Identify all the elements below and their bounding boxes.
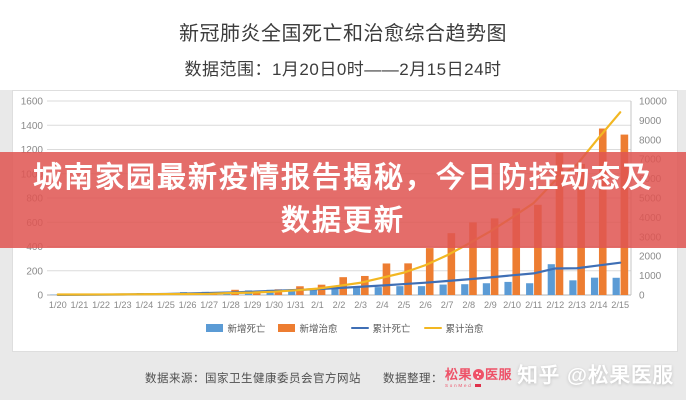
legend-item-cumulative-cures: 累计治愈 (423, 321, 484, 335)
svg-text:2000: 2000 (639, 252, 662, 263)
headline-banner: 城南家园最新疫情报告揭秘，今日防控动态及 数据更新 (0, 152, 686, 248)
svg-text:1/27: 1/27 (200, 300, 218, 310)
brand-subtitle-text: SonMed (445, 383, 473, 388)
svg-text:2/12: 2/12 (546, 300, 564, 310)
svg-text:1/22: 1/22 (92, 300, 110, 310)
svg-text:0: 0 (37, 291, 43, 302)
svg-text:2/11: 2/11 (525, 300, 542, 310)
svg-text:9000: 9000 (639, 116, 662, 127)
svg-text:1/20: 1/20 (49, 300, 67, 310)
footer: 数据来源： 国家卫生健康委员会官方网站 数据整理： 松果 医服 SonMed 知… (0, 352, 686, 400)
new-deaths-swatch (206, 324, 224, 332)
svg-text:2/7: 2/7 (441, 300, 454, 310)
svg-text:1/25: 1/25 (157, 300, 175, 310)
songguo-logo: 松果 医服 SonMed (445, 368, 512, 388)
svg-text:1/23: 1/23 (114, 300, 132, 310)
svg-text:2/13: 2/13 (568, 300, 586, 310)
svg-text:0: 0 (639, 291, 645, 302)
chart-legend: 新增死亡 新增治愈 累计死亡 累计治愈 (13, 321, 677, 335)
chart-header: 新冠肺炎全国死亡和治愈综合趋势图 数据范围：1月20日0时——2月15日24时 (0, 0, 686, 90)
headline-line1: 城南家园最新疫情报告揭秘，今日防控动态及 (32, 162, 653, 194)
legend-item-cumulative-deaths: 累计死亡 (350, 321, 411, 335)
chart-title: 新冠肺炎全国死亡和治愈综合趋势图 (179, 23, 507, 45)
svg-text:2/6: 2/6 (419, 300, 432, 310)
zhihu-watermark: 知乎 @松果医服 (517, 364, 674, 387)
svg-text:2/4: 2/4 (376, 300, 389, 310)
brand-name: 松果 医服 (445, 368, 512, 381)
svg-text:1/24: 1/24 (135, 300, 153, 310)
svg-text:1400: 1400 (21, 121, 44, 132)
new-cures-swatch (278, 324, 296, 332)
svg-text:1/29: 1/29 (244, 300, 262, 310)
legend-label: 新增治愈 (299, 324, 338, 335)
curation-label: 数据整理： (383, 373, 443, 385)
legend-item-new-cures: 新增治愈 (278, 321, 338, 335)
legend-label: 累计治愈 (445, 324, 484, 335)
chart-date-range: 数据范围：1月20日0时——2月15日24时 (184, 60, 502, 79)
source-label: 数据来源： (145, 373, 205, 385)
source-text: 国家卫生健康委员会官方网站 (205, 373, 361, 385)
legend-label: 累计死亡 (372, 324, 411, 335)
cumulative-deaths-swatch (350, 326, 369, 330)
legend-item-new-deaths: 新增死亡 (206, 321, 265, 335)
svg-text:8000: 8000 (639, 135, 662, 146)
svg-text:2/5: 2/5 (397, 300, 410, 310)
legend-label: 新增死亡 (227, 324, 266, 335)
svg-text:2/1: 2/1 (311, 300, 324, 310)
svg-text:1/30: 1/30 (265, 300, 283, 310)
svg-text:2/10: 2/10 (503, 300, 521, 310)
data-source-row: 数据来源： 国家卫生健康委员会官方网站 数据整理： 松果 医服 SonMed (145, 368, 512, 388)
svg-text:1/26: 1/26 (179, 300, 197, 310)
svg-text:2/14: 2/14 (590, 300, 608, 310)
headline-line2: 数据更新 (280, 205, 405, 237)
svg-text:2/15: 2/15 (611, 300, 629, 310)
svg-text:2/2: 2/2 (333, 300, 346, 310)
brand-name-right: 医服 (485, 367, 513, 382)
svg-text:10000: 10000 (639, 97, 667, 108)
cumulative-cures-swatch (423, 326, 442, 330)
svg-text:1000: 1000 (639, 271, 662, 282)
brand-subtitle: SonMed (445, 383, 481, 388)
svg-text:1/31: 1/31 (287, 300, 305, 310)
svg-text:2/3: 2/3 (354, 300, 367, 310)
svg-text:2/9: 2/9 (484, 300, 497, 310)
pinecone-icon (473, 369, 485, 380)
svg-text:1/28: 1/28 (222, 300, 240, 310)
brand-name-left: 松果 (445, 367, 473, 382)
svg-text:200: 200 (26, 266, 43, 277)
brand-block (474, 383, 481, 388)
svg-text:1/21: 1/21 (70, 300, 88, 310)
svg-text:1600: 1600 (21, 97, 44, 108)
svg-text:2/8: 2/8 (462, 300, 475, 310)
svg-text:1200: 1200 (21, 145, 44, 156)
